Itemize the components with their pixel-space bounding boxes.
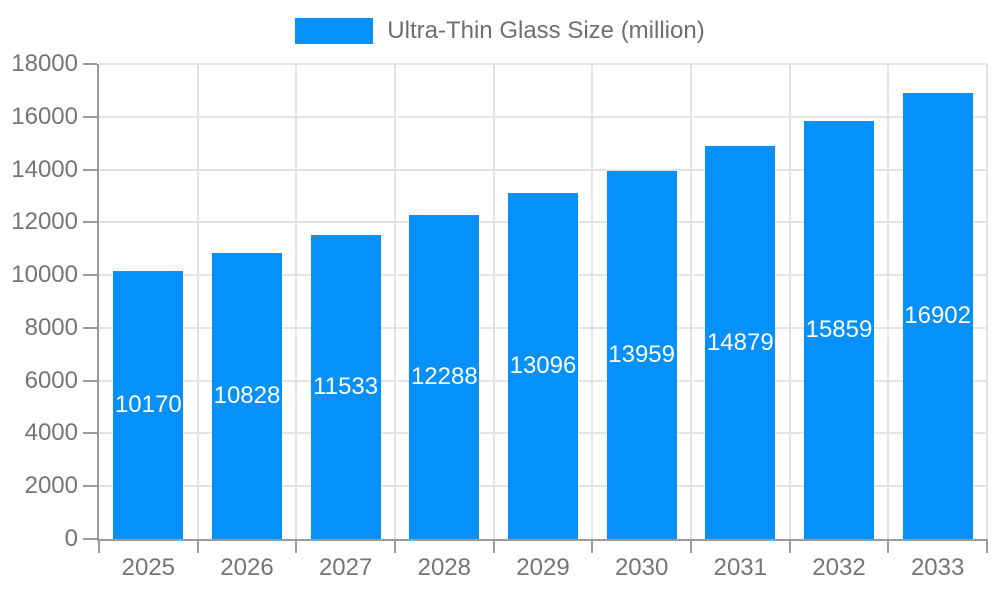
x-category-label: 2029 [516,554,570,581]
x-axis-tick [98,539,100,553]
x-category-label: 2027 [318,554,373,581]
y-tick-label: 18000 [11,50,78,77]
plot-area: 0 2000 4000 6000 8000 10000 12000 14000 16000 180… [11,51,988,581]
bar-value-label: 13096 [509,352,577,380]
x-category-label: 2025 [121,554,176,581]
bar-value-label: 13959 [608,340,676,368]
x-category-label: 2033 [910,554,965,581]
gridline-vertical [393,64,396,539]
x-axis-tick [788,539,791,553]
y-axis-tick [83,168,97,171]
y-tick-label: 16000 [11,102,78,130]
gridline-vertical [986,64,988,539]
y-axis-tick [83,432,97,435]
legend-label: Ultra-Thin Glass Size (million) [387,17,705,44]
bar[interactable]: 13096 [507,193,579,539]
y-axis-tick [83,538,97,540]
y-axis-tick [83,274,97,277]
x-axis-tick [887,539,890,553]
y-tick-label: 4000 [24,419,78,447]
bar[interactable]: 10828 [211,253,283,539]
bar[interactable]: 11533 [310,234,381,539]
bar-value-label: 10828 [213,382,281,410]
x-category-label: 2032 [812,554,866,581]
bar[interactable]: 16902 [902,92,973,539]
gridline-vertical [196,64,199,539]
gridline-horizontal [99,168,987,171]
bar[interactable]: 14879 [705,146,776,539]
bar-value-label: 12288 [410,362,478,390]
y-tick-label: 14000 [11,155,78,183]
x-axis-tick [393,539,396,553]
x-axis-tick [295,539,298,553]
x-category-label: 2031 [713,554,767,581]
gridline-vertical [591,64,594,539]
y-tick-label: 6000 [24,366,78,394]
bar-value-label: 11533 [313,372,379,400]
bar[interactable]: 13959 [606,170,677,539]
y-axis-tick [83,485,97,488]
gridline-horizontal [99,63,987,65]
bar-value-label: 14879 [706,328,774,356]
bar[interactable]: 12288 [409,214,480,539]
x-axis-tick [492,539,495,553]
bar[interactable]: 15859 [803,120,875,539]
x-category-label: 2026 [220,554,274,581]
gridline-vertical [295,64,298,539]
x-axis-tick [689,539,692,553]
y-axis-tick [83,221,97,224]
bar-value-label: 15859 [805,315,873,343]
y-tick-label: 8000 [24,313,78,341]
bar-value-label: 10170 [114,390,182,418]
y-axis-tick [83,326,97,329]
y-tick-label: 2000 [24,472,78,500]
legend[interactable]: Ultra-Thin Glass Size (million) [0,17,1000,45]
gridline-vertical [492,64,495,539]
x-axis-tick [591,539,594,553]
bar[interactable]: 10170 [113,270,184,539]
y-tick-label: 12000 [11,208,78,236]
gridline-vertical [887,64,890,539]
y-axis-tick [83,115,97,118]
y-tick-label: 10000 [11,261,78,289]
gridline-vertical [689,64,692,539]
y-axis-tick [83,63,97,65]
x-category-label: 2030 [614,554,669,581]
gridline-horizontal [99,115,987,118]
gridline-vertical [788,64,791,539]
bar-value-label: 16902 [904,301,972,329]
x-axis-tick [986,539,988,553]
y-tick-label: 0 [64,525,78,552]
x-category-label: 2028 [417,554,471,581]
legend-swatch-icon [295,18,374,44]
y-axis-tick [83,379,97,382]
x-axis-tick [196,539,199,553]
